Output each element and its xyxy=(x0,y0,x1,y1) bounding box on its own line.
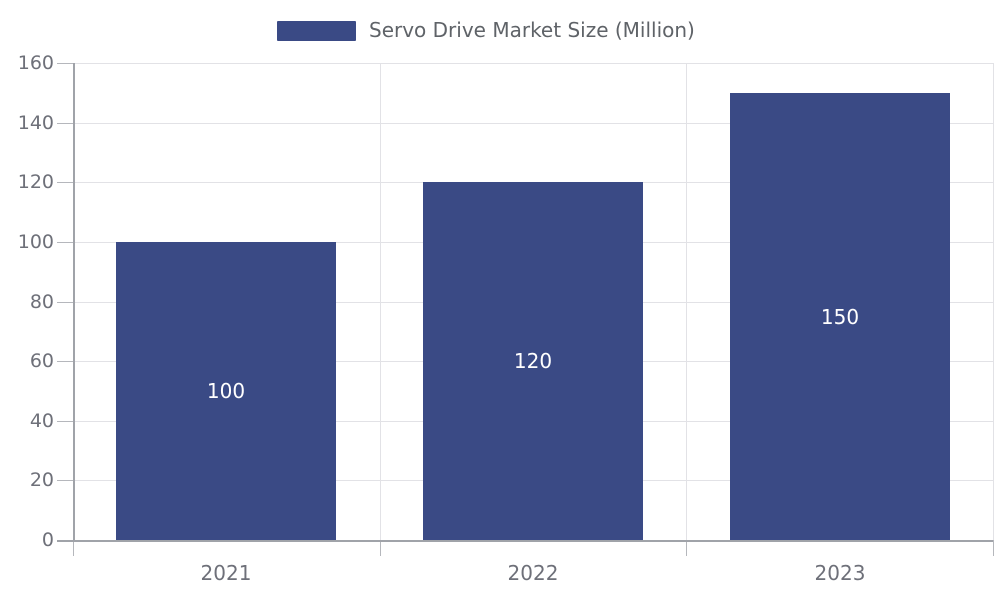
x-axis-tick xyxy=(73,540,74,556)
gridline-vertical xyxy=(993,63,994,540)
bar-2021 xyxy=(116,242,336,540)
gridline-vertical xyxy=(380,63,381,540)
y-axis-label: 0 xyxy=(41,529,54,551)
x-axis-label: 2023 xyxy=(814,561,866,585)
legend-swatch xyxy=(277,21,356,41)
y-axis-tick xyxy=(57,480,73,481)
y-axis-tick xyxy=(57,302,73,303)
gridline-horizontal xyxy=(73,123,993,124)
y-axis-label: 60 xyxy=(29,350,54,372)
y-axis-tick xyxy=(57,421,73,422)
legend[interactable]: Servo Drive Market Size (Million) xyxy=(277,17,695,43)
gridline-horizontal xyxy=(73,63,993,64)
gridline-vertical xyxy=(686,63,687,540)
y-axis-label: 40 xyxy=(29,410,54,432)
bar-value-label: 120 xyxy=(513,349,553,373)
x-axis-tick xyxy=(380,540,381,556)
x-axis-label: 2021 xyxy=(200,561,252,585)
y-axis-label: 20 xyxy=(29,469,54,491)
y-axis-label: 120 xyxy=(17,171,54,193)
y-axis-label: 160 xyxy=(17,52,54,74)
y-axis-line xyxy=(73,63,75,542)
y-axis-tick xyxy=(57,242,73,243)
x-axis-label: 2022 xyxy=(507,561,559,585)
y-axis-label: 80 xyxy=(29,291,54,313)
legend-label: Servo Drive Market Size (Million) xyxy=(369,18,695,42)
y-axis-label: 100 xyxy=(17,231,54,253)
bar-2022 xyxy=(423,182,643,540)
bar-value-label: 100 xyxy=(206,379,246,403)
bar-2023 xyxy=(730,93,950,540)
y-axis-tick xyxy=(57,123,73,124)
x-axis-tick xyxy=(686,540,687,556)
y-axis-tick xyxy=(57,63,73,64)
y-axis-label: 140 xyxy=(17,112,54,134)
y-axis-tick xyxy=(57,361,73,362)
y-axis-tick xyxy=(57,182,73,183)
bar-value-label: 150 xyxy=(820,305,860,329)
x-axis-line xyxy=(57,540,993,542)
x-axis-tick xyxy=(993,540,994,556)
